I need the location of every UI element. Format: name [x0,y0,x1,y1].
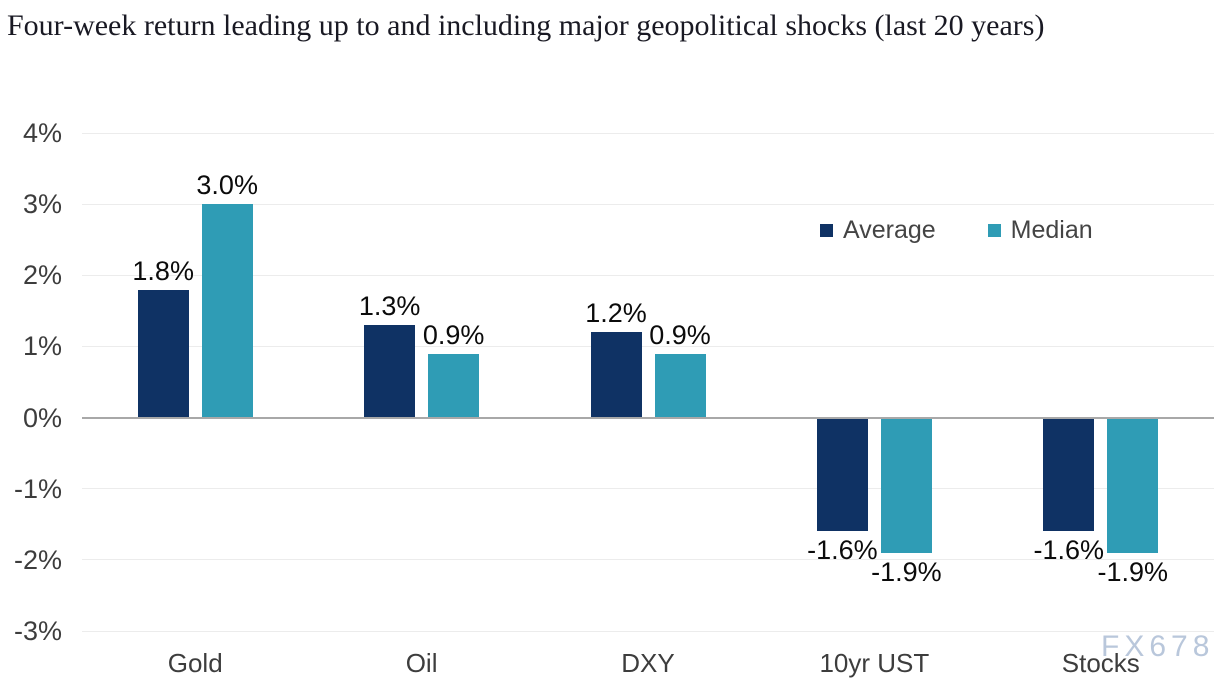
gridline [82,559,1214,561]
gridline [82,274,1214,276]
data-label: 1.3% [358,291,421,322]
bar-median-oil [428,353,480,418]
data-label: -1.6% [807,535,878,566]
x-axis: Gold Oil DXY 10yr UST Stocks [82,646,1214,680]
y-tick-label: 0% [22,402,62,433]
legend-label-median: Median [1010,215,1093,244]
bar-median-10yr-ust [880,417,932,553]
category-label: 10yr UST [819,648,930,678]
bar-average-stocks [1043,417,1095,532]
category-label: DXY [621,648,675,678]
y-tick-label: -2% [13,544,62,575]
data-label: -1.9% [1097,556,1169,587]
zero-axis-line [82,416,1214,419]
bar-median-gold [201,204,253,418]
legend-item-median: Median [987,215,1093,245]
data-label: 1.2% [585,298,647,329]
median-swatch-icon [987,223,1001,237]
gridline [82,345,1214,347]
bar-average-dxy [590,332,642,418]
data-label: -1.9% [871,556,942,587]
watermark: FX678 [1101,630,1215,663]
gridline [82,132,1214,134]
y-tick-label: 2% [22,260,62,291]
bar-average-10yr-ust [816,417,868,532]
y-tick-label: 1% [22,331,62,362]
data-label: -1.6% [1033,535,1105,566]
category-label: Gold [167,648,223,678]
category-label: Oil [405,648,438,678]
chart-title: Four-week return leading up to and inclu… [7,9,1045,42]
legend-item-average: Average [820,215,936,245]
data-label: 1.8% [132,255,194,286]
data-label: 3.0% [196,170,258,201]
legend: Average Median [820,215,1093,245]
bar-median-stocks [1107,417,1159,553]
plot-area: 1.8% 3.0% 1.3% 0.9% 1.2% 0.9% -1.6% -1.9% -1.6% -… [82,132,1214,632]
average-swatch-icon [820,223,833,237]
bar-average-gold [137,289,189,418]
y-tick-label: 3% [22,189,62,220]
gridline [82,630,1214,632]
bar-average-oil [364,325,416,418]
gridline [82,203,1214,205]
legend-label-average: Average [843,215,936,244]
bar-median-dxy [654,353,706,418]
y-tick-label: -1% [13,473,62,504]
y-axis: 4% 3% 2% 1% 0% -1% -2% -3% [0,118,62,646]
data-label: 0.9% [422,319,485,350]
y-tick-label: 4% [22,118,62,148]
data-label: 0.9% [649,319,711,350]
gridline [82,488,1214,490]
category-label: Stocks [1061,648,1140,678]
y-tick-label: -3% [13,616,62,646]
